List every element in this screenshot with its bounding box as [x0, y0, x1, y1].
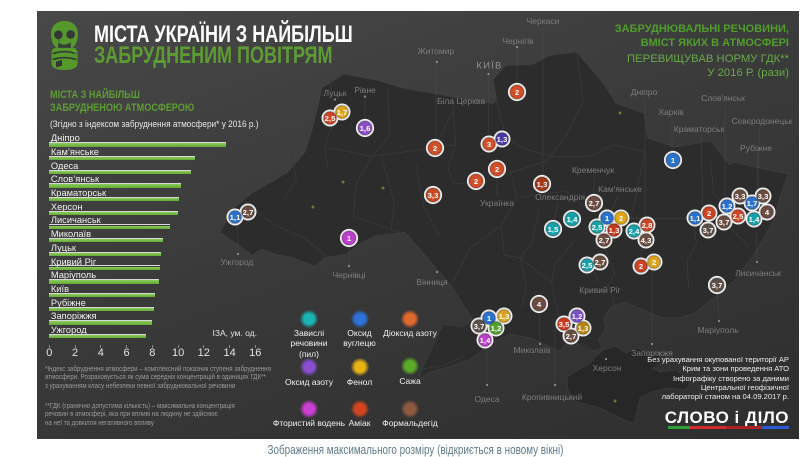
svg-text:2,7: 2,7: [566, 332, 577, 341]
svg-text:2,7: 2,7: [589, 199, 600, 208]
svg-text:1,3: 1,3: [537, 180, 548, 189]
svg-text:3,7: 3,7: [712, 281, 723, 290]
svg-text:3,3: 3,3: [428, 191, 439, 200]
svg-text:2,4: 2,4: [629, 227, 640, 236]
svg-text:1,4: 1,4: [480, 336, 491, 345]
svg-text:1,7: 1,7: [337, 108, 348, 117]
svg-text:1,4: 1,4: [567, 215, 578, 224]
svg-text:3,7: 3,7: [703, 226, 714, 235]
svg-text:3,7: 3,7: [474, 322, 485, 331]
svg-text:3,7: 3,7: [719, 218, 730, 227]
svg-text:1,3: 1,3: [578, 324, 589, 333]
svg-text:3,3: 3,3: [758, 192, 769, 201]
svg-text:2,7: 2,7: [595, 258, 606, 267]
svg-text:2,5: 2,5: [582, 261, 593, 270]
svg-text:2: 2: [619, 214, 623, 223]
svg-text:1,3: 1,3: [497, 135, 508, 144]
svg-text:1: 1: [605, 214, 610, 223]
svg-text:2,5: 2,5: [733, 212, 744, 221]
svg-text:1,7: 1,7: [747, 199, 758, 208]
svg-text:2,5: 2,5: [325, 114, 336, 123]
svg-text:2: 2: [652, 258, 656, 267]
svg-text:1,6: 1,6: [360, 124, 371, 133]
svg-text:4: 4: [537, 300, 542, 309]
svg-text:2,5: 2,5: [592, 223, 603, 232]
svg-text:1,2: 1,2: [572, 312, 583, 321]
svg-text:2: 2: [515, 88, 519, 97]
svg-text:1,2: 1,2: [722, 202, 733, 211]
svg-text:2: 2: [707, 209, 711, 218]
svg-text:1: 1: [671, 156, 676, 165]
svg-text:1,1: 1,1: [690, 214, 701, 223]
svg-text:3,5: 3,5: [559, 320, 570, 329]
svg-text:1,3: 1,3: [609, 226, 620, 235]
svg-text:4: 4: [765, 208, 770, 217]
svg-text:1,3: 1,3: [499, 312, 510, 321]
svg-text:2: 2: [639, 262, 643, 271]
svg-text:1: 1: [487, 314, 492, 323]
svg-text:3: 3: [487, 140, 491, 149]
svg-text:1: 1: [347, 234, 352, 243]
svg-text:2,7: 2,7: [243, 208, 254, 217]
svg-text:2,7: 2,7: [599, 236, 610, 245]
svg-text:2: 2: [474, 177, 478, 186]
svg-text:4,3: 4,3: [641, 236, 652, 245]
svg-text:1,1: 1,1: [230, 213, 241, 222]
svg-text:1,2: 1,2: [491, 324, 502, 333]
svg-text:2,8: 2,8: [642, 221, 653, 230]
svg-text:1,4: 1,4: [749, 215, 760, 224]
svg-text:2: 2: [495, 165, 499, 174]
svg-text:1,5: 1,5: [548, 225, 559, 234]
svg-text:2: 2: [433, 144, 437, 153]
svg-text:3,3: 3,3: [735, 192, 746, 201]
